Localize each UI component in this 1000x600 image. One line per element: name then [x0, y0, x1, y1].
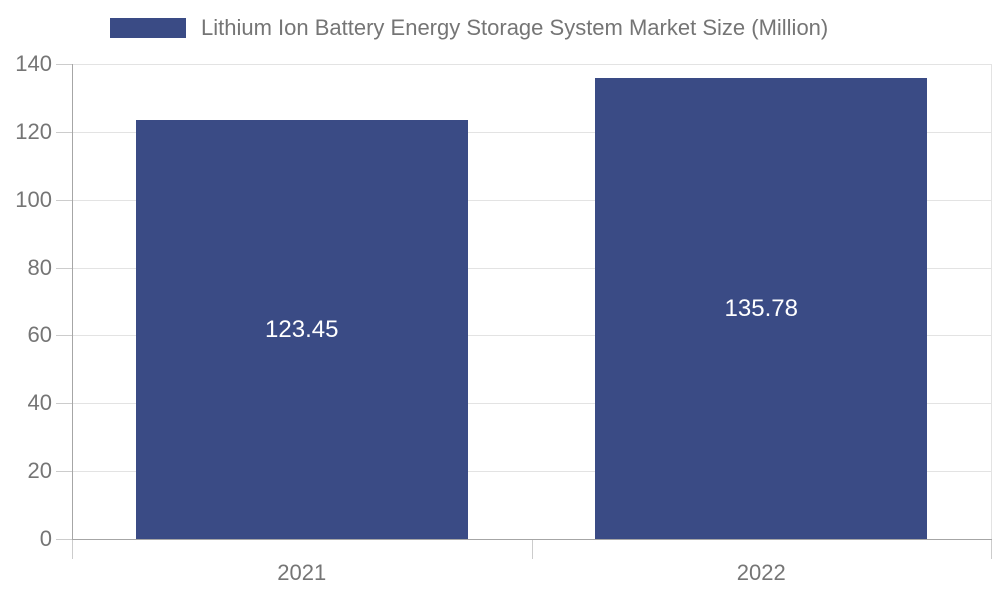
x-axis-category-label: 2021 [277, 560, 327, 585]
y-axis-tick [56, 131, 72, 133]
gridline [72, 64, 991, 65]
x-axis-tick [991, 540, 992, 559]
y-axis-tick-label: 80 [27, 254, 52, 280]
gridline [72, 131, 991, 133]
y-axis-tick [56, 539, 72, 540]
bar-value-label: 135.78 [724, 294, 798, 322]
y-axis-tick-label: 60 [27, 322, 52, 348]
gridline [72, 471, 991, 473]
y-axis-tick [56, 64, 72, 65]
legend-label[interactable]: Lithium Ion Battery Energy Storage Syste… [201, 15, 829, 40]
plot-right-border [991, 64, 992, 539]
gridline [72, 335, 991, 337]
gridline [72, 199, 991, 201]
gridline [72, 403, 991, 405]
x-axis-line [72, 539, 992, 540]
x-axis-category-label: 2022 [736, 560, 786, 585]
chart-legend[interactable]: Lithium Ion Battery Energy Storage Syste… [110, 16, 828, 40]
y-axis-line [72, 64, 73, 539]
y-axis-tick-label: 40 [27, 390, 52, 416]
bar-2022[interactable] [595, 78, 928, 539]
x-axis-tick [72, 540, 73, 559]
bar-value-label: 123.45 [265, 315, 339, 343]
y-axis-tick-label: 120 [15, 118, 52, 144]
y-axis-tick [56, 199, 72, 201]
gridline [72, 267, 991, 269]
legend-swatch[interactable] [110, 18, 186, 38]
y-axis-tick [56, 267, 72, 269]
y-axis-tick [56, 471, 72, 473]
y-axis-tick-label: 20 [27, 458, 52, 484]
bar-2021[interactable] [135, 120, 468, 539]
y-axis-tick-label: 0 [39, 526, 52, 551]
y-axis-tick-label: 140 [15, 51, 52, 76]
x-axis-tick [531, 540, 533, 559]
y-axis-tick [56, 403, 72, 405]
y-axis-tick-label: 100 [15, 186, 52, 212]
y-axis-tick [56, 335, 72, 337]
